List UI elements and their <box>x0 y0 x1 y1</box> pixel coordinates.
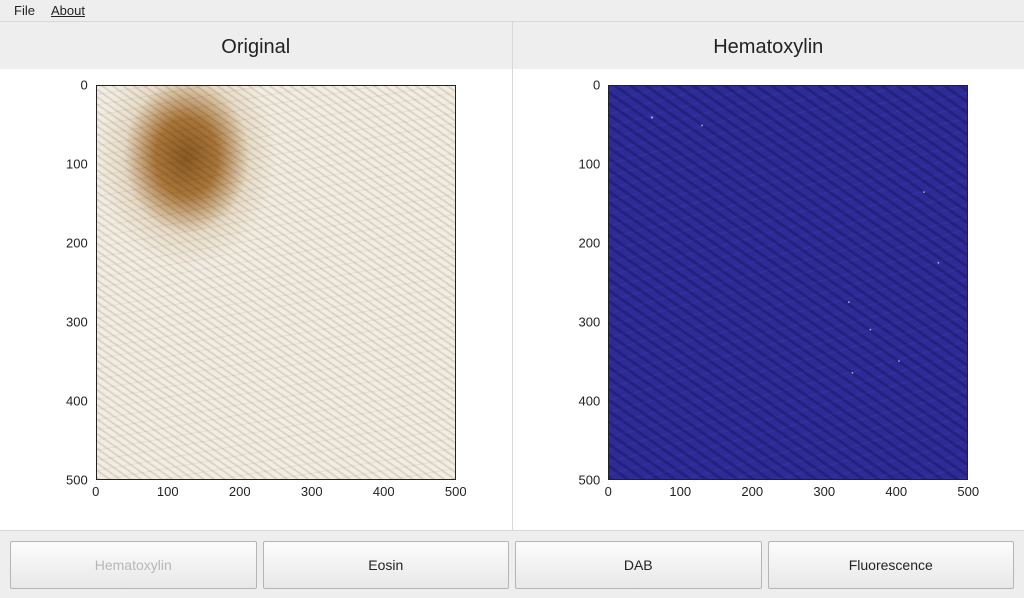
y-axis-ticks-original: 0 100 200 300 400 500 <box>56 85 94 480</box>
histology-hematoxylin-image <box>609 86 967 479</box>
hematoxylin-image <box>608 85 968 480</box>
channel-button-dab[interactable]: DAB <box>515 541 762 589</box>
menu-item-file[interactable]: File <box>6 1 43 20</box>
original-image <box>96 85 456 480</box>
panel-title-original: Original <box>0 22 512 69</box>
axes-hematoxylin[interactable]: 0 100 200 300 400 500 0 100 200 300 400 … <box>568 85 998 515</box>
channel-button-row: Hematoxylin Eosin DAB Fluorescence <box>0 530 1024 598</box>
histology-original-image <box>97 86 455 479</box>
panel-original: Original 0 100 200 300 400 500 0 <box>0 22 513 530</box>
channel-button-eosin[interactable]: Eosin <box>263 541 510 589</box>
channel-button-hematoxylin[interactable]: Hematoxylin <box>10 541 257 589</box>
panel-hematoxylin: Hematoxylin 0 100 200 300 400 500 <box>513 22 1024 530</box>
app-root: File About Original 0 100 200 300 <box>0 0 1024 598</box>
panel-title-hematoxylin: Hematoxylin <box>513 22 1024 69</box>
menu-bar: File About <box>0 0 1024 22</box>
channel-button-fluorescence[interactable]: Fluorescence <box>768 541 1015 589</box>
image-panels: Original 0 100 200 300 400 500 0 <box>0 22 1024 530</box>
y-axis-ticks-hematoxylin: 0 100 200 300 400 500 <box>568 85 606 480</box>
x-axis-ticks-original: 0 100 200 300 400 500 <box>96 482 456 502</box>
x-axis-ticks-hematoxylin: 0 100 200 300 400 500 <box>608 482 968 502</box>
menu-item-about[interactable]: About <box>43 1 93 20</box>
axes-original[interactable]: 0 100 200 300 400 500 0 100 200 300 400 … <box>56 85 486 515</box>
